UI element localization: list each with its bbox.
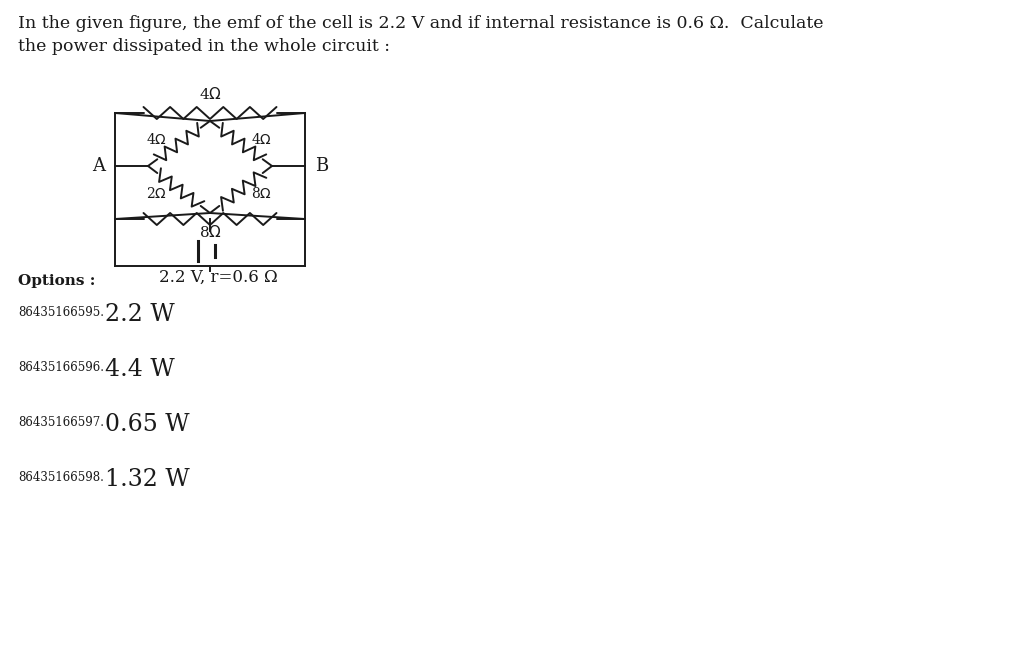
Text: 8$\Omega$: 8$\Omega$ bbox=[199, 224, 221, 240]
Text: 2.2 V, r=0.6 Ω: 2.2 V, r=0.6 Ω bbox=[159, 269, 278, 286]
Text: 8$\Omega$: 8$\Omega$ bbox=[251, 186, 272, 201]
Text: In the given figure, the emf of the cell is 2.2 V and if internal resistance is : In the given figure, the emf of the cell… bbox=[18, 15, 823, 32]
Text: 4$\Omega$: 4$\Omega$ bbox=[251, 133, 272, 148]
Text: A: A bbox=[92, 157, 105, 175]
Text: the power dissipated in the whole circuit :: the power dissipated in the whole circui… bbox=[18, 38, 390, 55]
Text: 86435166595.: 86435166595. bbox=[18, 306, 104, 319]
Text: 86435166598.: 86435166598. bbox=[18, 471, 103, 484]
Text: B: B bbox=[315, 157, 329, 175]
Text: 1.32 W: 1.32 W bbox=[105, 468, 189, 491]
Text: 2$\Omega$: 2$\Omega$ bbox=[146, 186, 167, 201]
Text: 4$\Omega$: 4$\Omega$ bbox=[199, 86, 221, 102]
Text: 86435166596.: 86435166596. bbox=[18, 361, 104, 374]
Text: Options :: Options : bbox=[18, 274, 95, 288]
Text: 2.2 W: 2.2 W bbox=[105, 303, 175, 326]
Text: 4.4 W: 4.4 W bbox=[105, 358, 175, 381]
Text: 86435166597.: 86435166597. bbox=[18, 416, 104, 429]
Text: 0.65 W: 0.65 W bbox=[105, 413, 189, 436]
Text: 4$\Omega$: 4$\Omega$ bbox=[146, 133, 167, 148]
